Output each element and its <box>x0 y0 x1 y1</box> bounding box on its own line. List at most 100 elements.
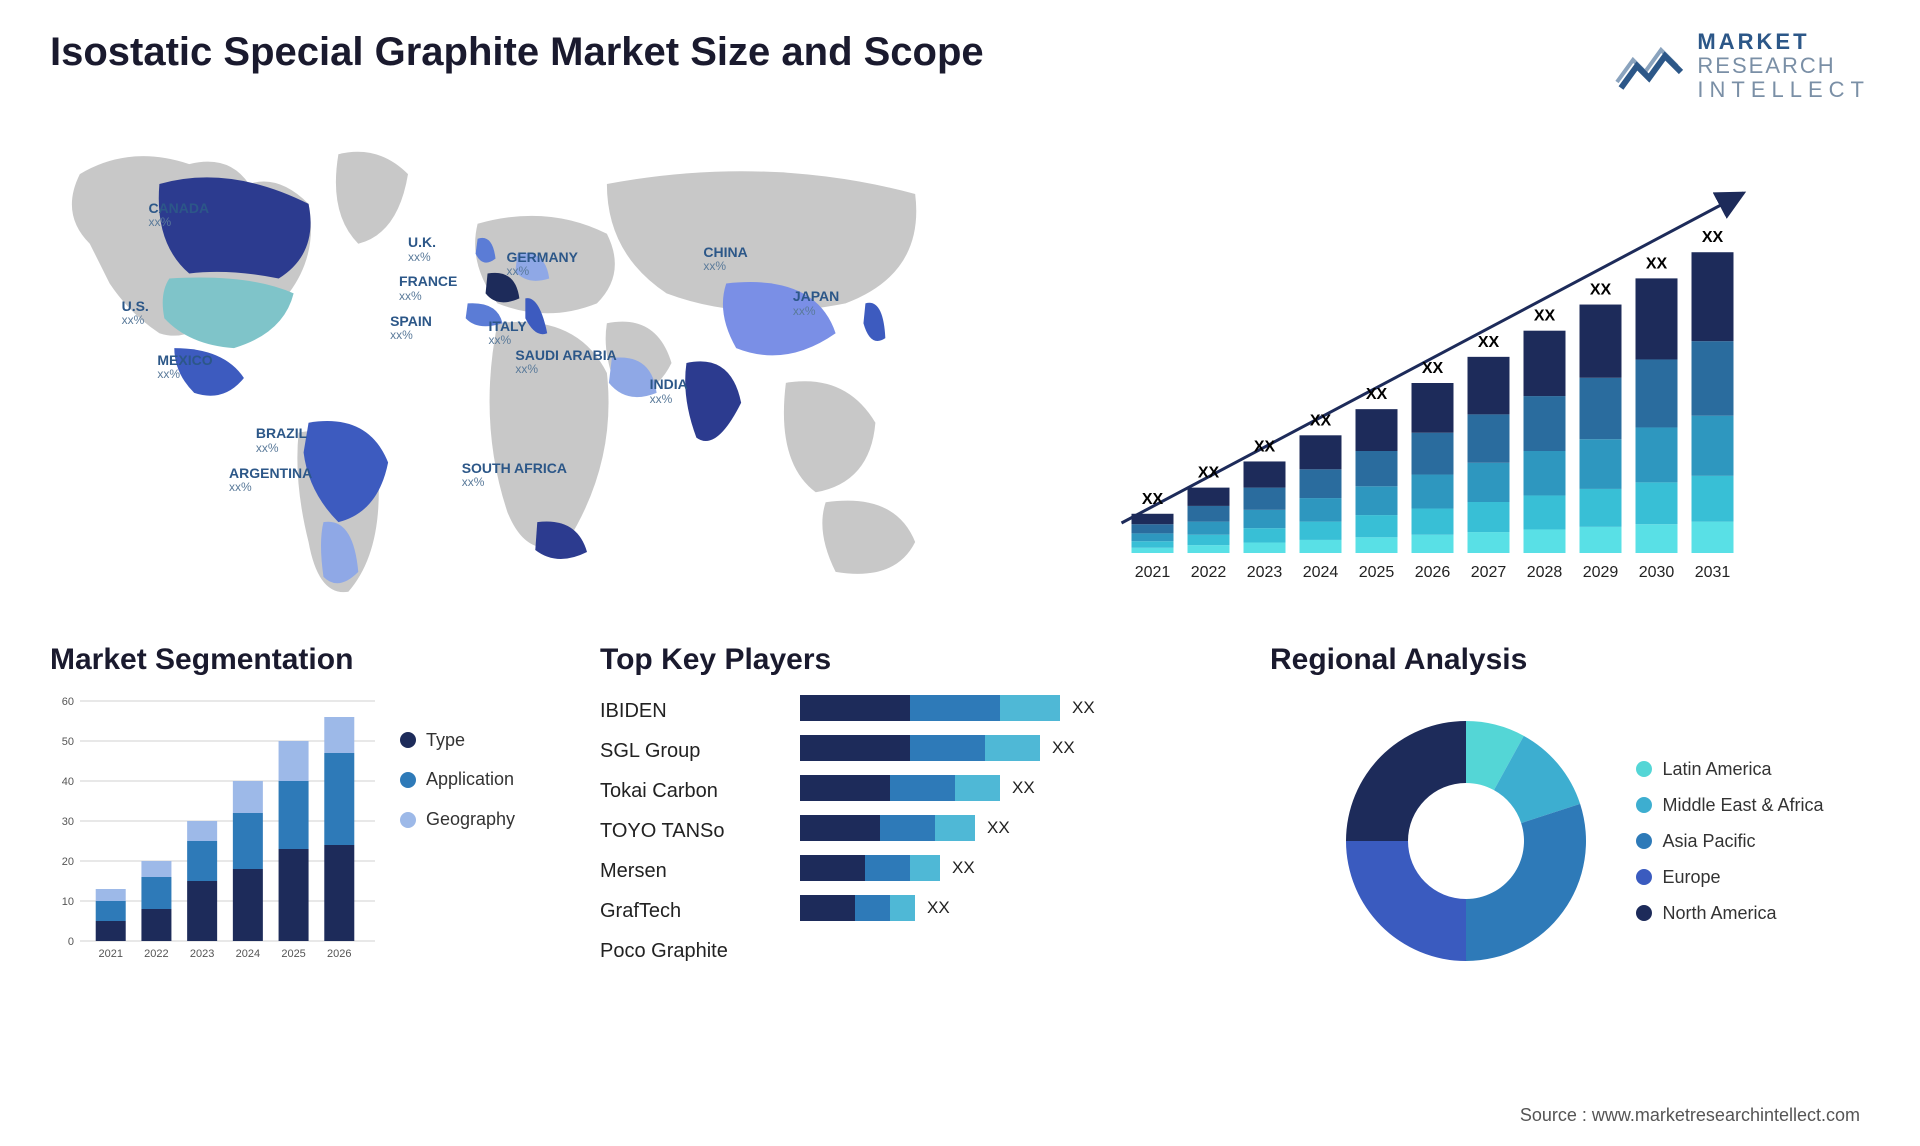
main-bar-year: 2030 <box>1639 564 1675 581</box>
player-bar-seg <box>800 895 855 921</box>
player-bar-seg <box>865 855 910 881</box>
player-bar-seg <box>800 855 865 881</box>
main-bar-seg <box>1188 545 1230 553</box>
world-map: CANADAxx%U.S.xx%MEXICOxx%BRAZILxx%ARGENT… <box>50 123 945 613</box>
seg-bar-seg <box>279 849 309 941</box>
main-bar-seg <box>1580 439 1622 489</box>
main-bar-seg <box>1636 482 1678 524</box>
regional-legend-item: North America <box>1636 895 1823 931</box>
player-name: TOYO TANSo <box>600 811 780 851</box>
main-bar-label: XX <box>1590 281 1612 298</box>
seg-year: 2021 <box>98 948 122 960</box>
segmentation-panel: Market Segmentation 01020304050602021202… <box>50 643 570 991</box>
main-bar-seg <box>1524 396 1566 451</box>
main-chart-svg: XX2021XX2022XX2023XX2024XX2025XX2026XX20… <box>975 143 1870 613</box>
seg-ytick: 10 <box>62 896 74 908</box>
players-list: IBIDENSGL GroupTokai CarbonTOYO TANSoMer… <box>600 691 800 971</box>
player-bar-label: XX <box>1012 778 1035 798</box>
donut-slice <box>1466 803 1586 960</box>
seg-ytick: 20 <box>62 856 74 868</box>
seg-bar-seg <box>233 813 263 869</box>
main-bar-label: XX <box>1646 255 1668 272</box>
player-bar-seg <box>890 895 915 921</box>
main-bar-label: XX <box>1534 307 1556 324</box>
player-bar-seg <box>935 815 975 841</box>
regional-legend: Latin AmericaMiddle East & AfricaAsia Pa… <box>1636 751 1823 931</box>
main-bar-seg <box>1356 537 1398 553</box>
main-bar-year: 2021 <box>1135 564 1171 581</box>
player-bar-seg <box>955 775 1000 801</box>
regional-donut <box>1316 691 1616 991</box>
main-bar-label: XX <box>1702 229 1724 246</box>
main-bar-seg <box>1468 356 1510 414</box>
main-bar-seg <box>1300 469 1342 498</box>
seg-bar-seg <box>141 877 171 909</box>
regional-panel: Regional Analysis Latin AmericaMiddle Ea… <box>1270 643 1870 991</box>
segmentation-title: Market Segmentation <box>50 643 570 677</box>
main-bar-seg <box>1244 542 1286 552</box>
main-bar-seg <box>1468 532 1510 553</box>
segmentation-legend: TypeApplicationGeography <box>400 691 515 840</box>
map-label-canada: CANADAxx% <box>148 201 209 230</box>
logo-text-3: INTELLECT <box>1697 78 1870 102</box>
map-label-u-k-: U.K.xx% <box>408 235 436 264</box>
seg-bar-seg <box>187 881 217 941</box>
player-name: IBIDEN <box>600 691 780 731</box>
seg-bar-seg <box>233 781 263 813</box>
main-bar-seg <box>1300 521 1342 539</box>
map-label-mexico: MEXICOxx% <box>157 353 212 382</box>
map-label-brazil: BRAZILxx% <box>256 426 307 455</box>
main-bar-seg <box>1412 474 1454 508</box>
main-bar-year: 2026 <box>1415 564 1451 581</box>
player-bar-row: XX <box>800 735 1240 761</box>
players-panel: Top Key Players IBIDENSGL GroupTokai Car… <box>600 643 1240 991</box>
brand-logo: MARKET RESEARCH INTELLECT <box>1615 30 1870 103</box>
player-bar-seg <box>985 735 1040 761</box>
seg-bar-seg <box>141 861 171 877</box>
main-bar-year: 2022 <box>1191 564 1227 581</box>
main-bar-seg <box>1132 541 1174 548</box>
player-bar-seg <box>880 815 935 841</box>
main-bar-seg <box>1524 330 1566 395</box>
regional-title: Regional Analysis <box>1270 643 1870 677</box>
main-bar-seg <box>1580 488 1622 526</box>
seg-bar-seg <box>279 741 309 781</box>
main-bar-seg <box>1188 487 1230 505</box>
seg-bar-seg <box>279 781 309 849</box>
seg-ytick: 60 <box>62 696 74 708</box>
map-label-italy: ITALYxx% <box>489 319 527 348</box>
main-bar-seg <box>1300 435 1342 469</box>
map-label-south-africa: SOUTH AFRICAxx% <box>462 461 567 490</box>
main-bar-seg <box>1188 534 1230 544</box>
main-bar-seg <box>1244 528 1286 542</box>
player-bar-seg <box>855 895 890 921</box>
seg-bar-seg <box>324 717 354 753</box>
seg-ytick: 30 <box>62 816 74 828</box>
seg-bar-seg <box>187 821 217 841</box>
main-bar-seg <box>1412 432 1454 474</box>
seg-legend-item: Geography <box>400 800 515 840</box>
player-bar-seg <box>910 695 1000 721</box>
player-bar-row: XX <box>800 815 1240 841</box>
source-text: Source : www.marketresearchintellect.com <box>1520 1105 1860 1126</box>
main-bar-seg <box>1244 509 1286 527</box>
main-bar-label: XX <box>1366 386 1388 403</box>
map-label-france: FRANCExx% <box>399 274 457 303</box>
seg-year: 2023 <box>190 948 214 960</box>
regional-legend-item: Asia Pacific <box>1636 823 1823 859</box>
seg-bar-seg <box>324 845 354 941</box>
seg-ytick: 0 <box>68 936 74 948</box>
player-bar-seg <box>1000 695 1060 721</box>
map-label-india: INDIAxx% <box>650 377 688 406</box>
player-name: Poco Graphite <box>600 931 780 971</box>
player-bar-label: XX <box>1072 698 1095 718</box>
seg-bar-seg <box>141 909 171 941</box>
main-bar-seg <box>1468 462 1510 501</box>
main-bar-seg <box>1188 505 1230 521</box>
main-bar-seg <box>1412 534 1454 552</box>
main-bar-seg <box>1580 377 1622 438</box>
map-label-saudi-arabia: SAUDI ARABIAxx% <box>515 348 616 377</box>
main-bar-seg <box>1356 515 1398 537</box>
main-bar-seg <box>1468 502 1510 532</box>
player-bar-row: XX <box>800 775 1240 801</box>
